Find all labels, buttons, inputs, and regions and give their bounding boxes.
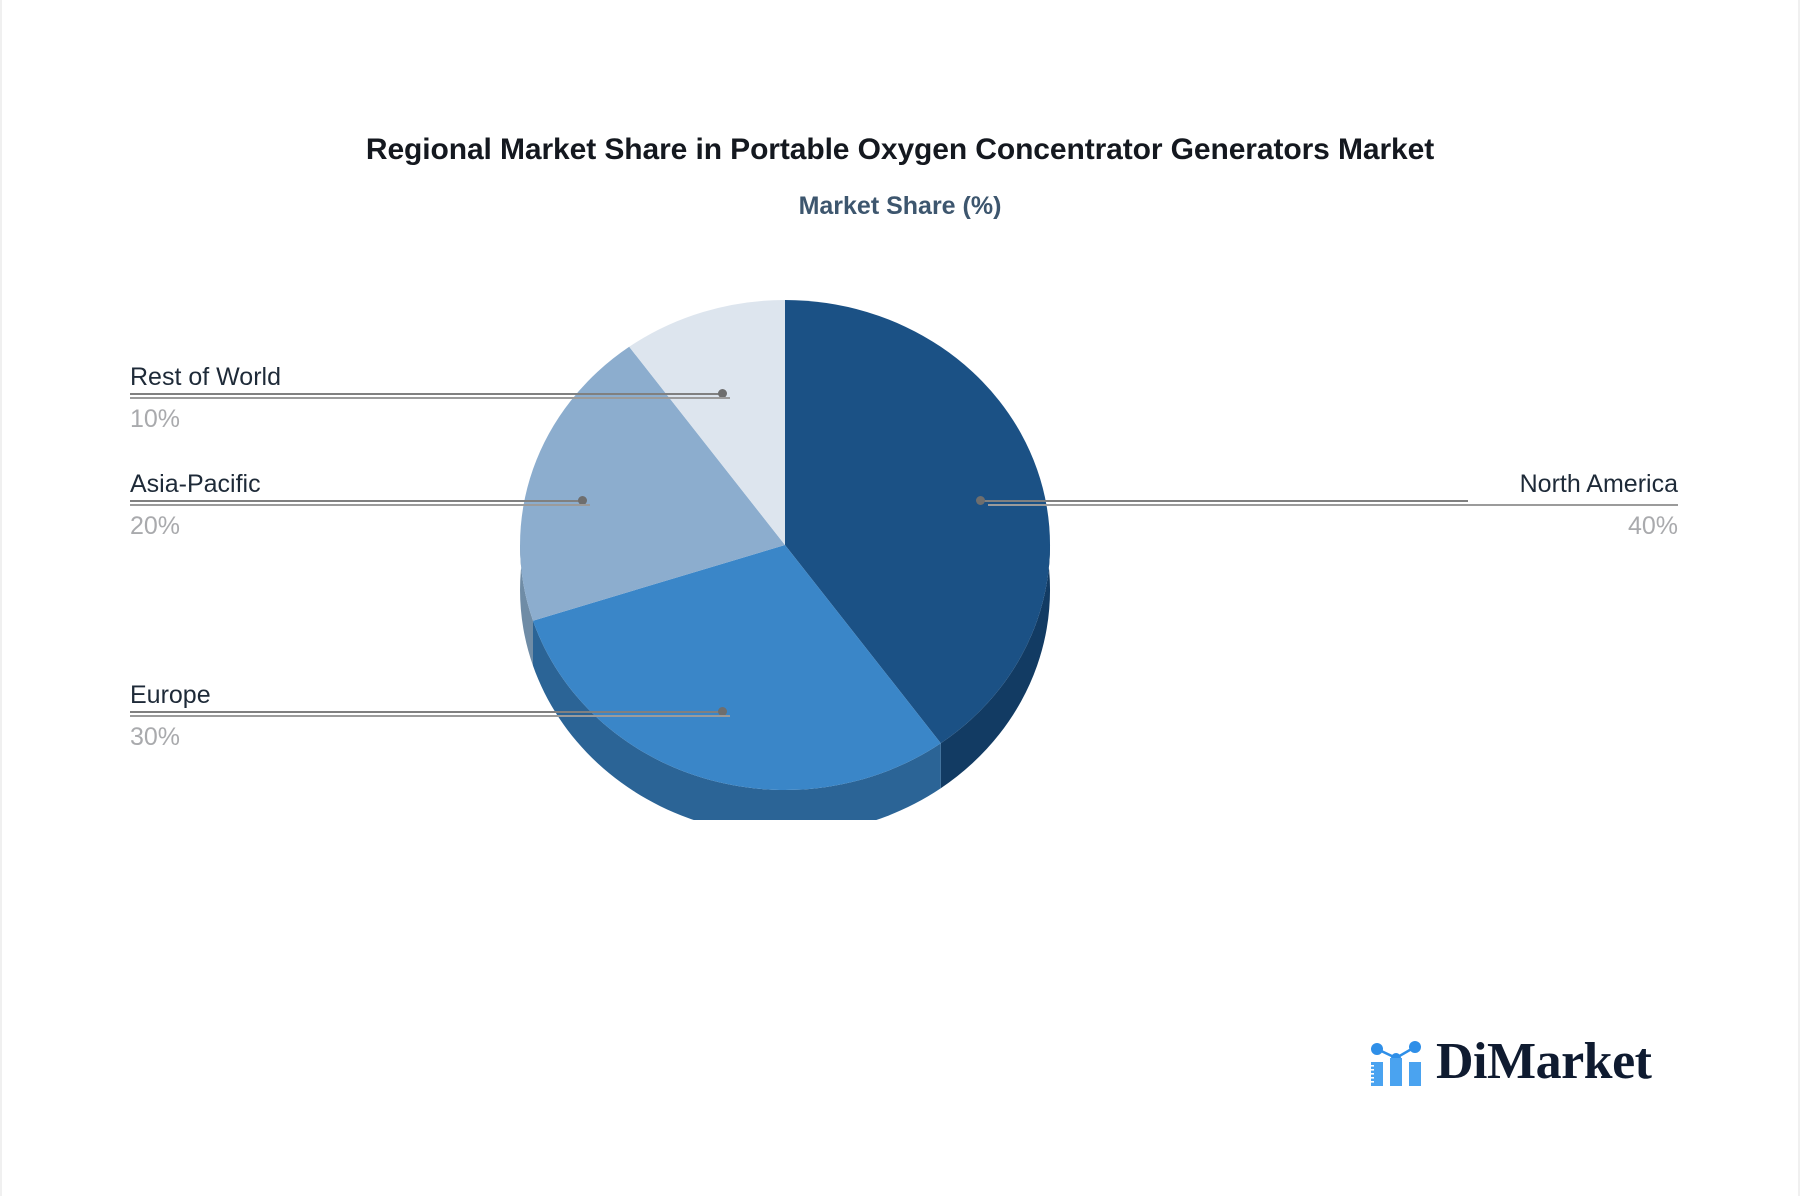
callout-label-rest-of-world: Rest of World — [130, 363, 281, 391]
pie-slice-europe[interactable] — [533, 545, 941, 790]
pie-slice-north-america[interactable] — [785, 300, 1051, 744]
callout-rule-asia-pacific — [130, 504, 590, 506]
leader-line-rest-of-world — [130, 393, 726, 395]
leader-line-europe — [130, 711, 726, 713]
pie-3d-side-walls — [520, 545, 1051, 820]
callout-rule-north-america — [988, 504, 1678, 506]
callout-label-europe: Europe — [130, 681, 211, 709]
leader-line-north-america — [982, 500, 1468, 502]
chart-title: Regional Market Share in Portable Oxygen… — [365, 133, 1435, 166]
callout-europe[interactable]: Europe 30% — [130, 679, 730, 754]
pie-slice-rest-of-world[interactable] — [629, 300, 785, 545]
leader-dot-asia-pacific — [578, 496, 587, 505]
callout-asia-pacific[interactable]: Asia-Pacific 20% — [130, 468, 590, 543]
leader-line-asia-pacific — [130, 500, 586, 502]
leader-dot-rest-of-world — [718, 389, 727, 398]
brand-logo[interactable]: DiMarket — [1368, 1033, 1652, 1090]
callout-label-north-america: North America — [1519, 470, 1678, 498]
callout-value-north-america: 40% — [1627, 512, 1678, 540]
chart-subtitle: Market Share (%) — [798, 192, 1002, 220]
side-wall-north-america — [940, 545, 1051, 789]
callout-value-europe: 30% — [130, 723, 181, 751]
side-wall-asia-pacific — [520, 545, 533, 666]
callout-rule-rest-of-world — [130, 397, 730, 399]
bar-chart-logo-icon — [1371, 1041, 1421, 1086]
pie-slice-asia-pacific[interactable] — [520, 346, 785, 621]
callout-value-asia-pacific: 20% — [130, 512, 181, 540]
callout-rest-of-world[interactable]: Rest of World 10% — [130, 361, 730, 436]
callout-rule-europe — [130, 715, 730, 717]
callout-label-asia-pacific: Asia-Pacific — [130, 470, 261, 498]
callout-north-america[interactable]: North America 40% — [988, 468, 1678, 543]
leader-dot-north-america — [976, 496, 985, 505]
callout-value-rest-of-world: 10% — [130, 405, 181, 433]
side-wall-europe — [533, 620, 941, 820]
brand-name: DiMarket — [1436, 1033, 1652, 1090]
pie-chart-svg — [520, 300, 1051, 820]
leader-dot-europe — [718, 707, 727, 716]
